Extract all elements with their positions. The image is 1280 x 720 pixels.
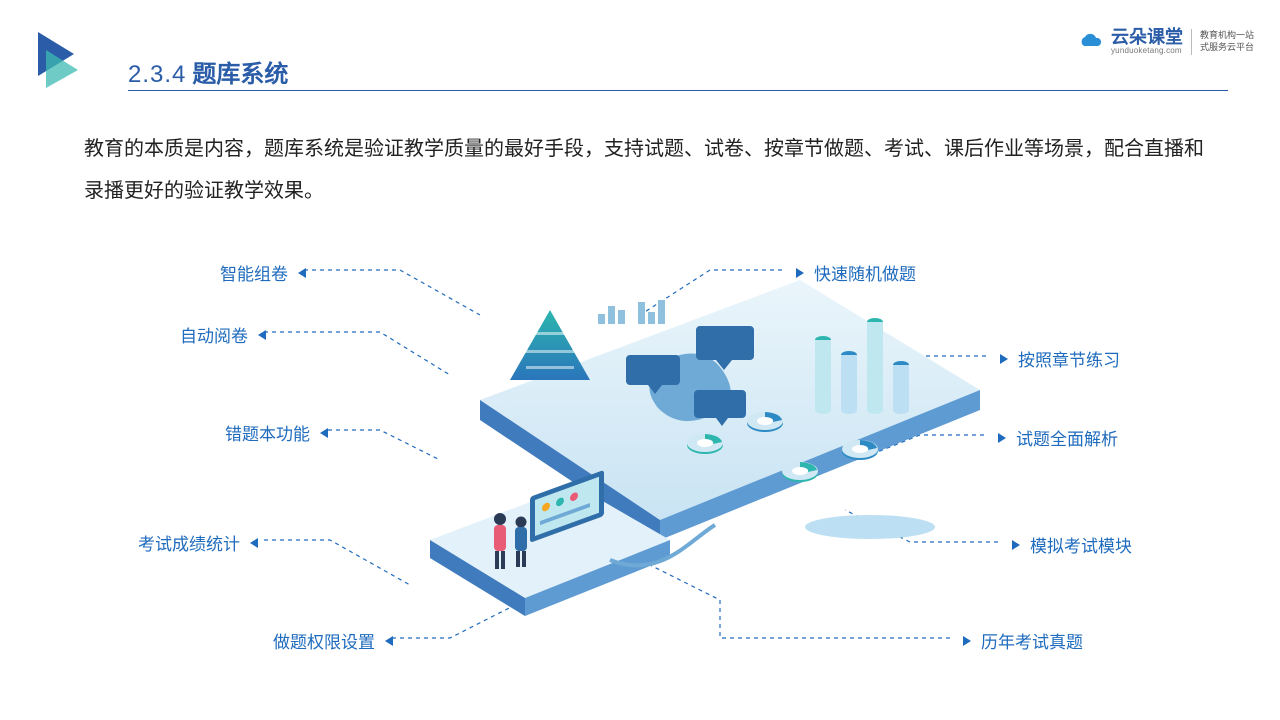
feature-left-3: 考试成绩统计 (138, 530, 258, 555)
arrow-left-icon (298, 268, 306, 278)
arrow-right-icon (1012, 540, 1020, 550)
pill-shape (805, 515, 935, 539)
feature-left-0: 智能组卷 (220, 260, 306, 285)
feature-left-1: 自动阅卷 (180, 322, 266, 347)
intro-paragraph: 教育的本质是内容，题库系统是验证教学质量的最好手段，支持试题、试卷、按章节做题、… (84, 128, 1220, 212)
pyramid-icon (510, 310, 590, 380)
section-title-text: 题库系统 (192, 54, 288, 89)
title-underline (128, 90, 1228, 91)
feature-right-3: 模拟考试模块 (1012, 532, 1132, 557)
logo-tagline: 教育机构一站 式服务云平台 (1200, 30, 1254, 53)
feature-right-2: 试题全面解析 (998, 425, 1118, 450)
cloud-icon (1077, 32, 1103, 52)
logo-cn: 云朵课堂 (1111, 28, 1183, 46)
arrow-left-icon (250, 538, 258, 548)
corner-play-icon (38, 32, 94, 88)
section-title: 2.3.4 题库系统 (128, 54, 288, 89)
mini-bars (598, 300, 665, 324)
arrow-left-icon (258, 330, 266, 340)
logo-en: yunduoketang.com (1111, 46, 1182, 55)
isometric-illustration (360, 240, 1000, 660)
logo-divider (1191, 29, 1192, 55)
feature-right-1: 按照章节练习 (1000, 346, 1120, 371)
arrow-left-icon (320, 428, 328, 438)
feature-infographic: 智能组卷自动阅卷错题本功能考试成绩统计做题权限设置 快速随机做题按照章节练习试题… (80, 220, 1200, 690)
feature-left-2: 错题本功能 (225, 420, 328, 445)
section-number: 2.3.4 (128, 61, 186, 89)
brand-logo: 云朵课堂 yunduoketang.com 教育机构一站 式服务云平台 (1077, 28, 1254, 55)
arrow-right-icon (1000, 354, 1008, 364)
